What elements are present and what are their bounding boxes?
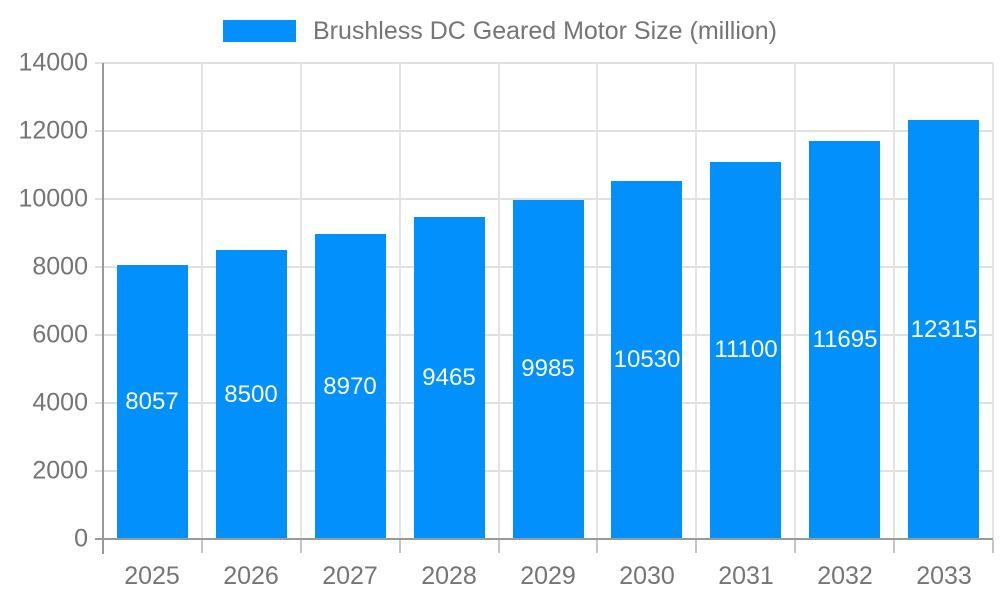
bar-value-label: 9985 <box>521 355 575 382</box>
y-axis-tick-label: 14000 <box>18 48 88 77</box>
gridline-vertical <box>992 63 994 539</box>
bar-2027 <box>315 234 386 539</box>
gridline-vertical <box>498 63 500 539</box>
x-axis-tick <box>498 540 500 553</box>
bar-2029 <box>513 200 584 539</box>
x-axis-tick-label: 2031 <box>718 562 774 590</box>
x-axis-tick-label: 2033 <box>916 562 972 590</box>
x-axis-tick <box>399 540 401 553</box>
y-axis-tick-label: 12000 <box>18 116 88 145</box>
x-axis-tick <box>992 540 994 553</box>
gridline-vertical <box>399 63 401 539</box>
gridline-vertical <box>695 63 697 539</box>
bar-2033 <box>908 120 979 539</box>
x-axis-tick <box>794 540 796 553</box>
gridline-horizontal <box>95 198 993 200</box>
x-axis-tick <box>300 540 302 553</box>
gridline-vertical <box>201 63 203 539</box>
gridline-vertical <box>596 63 598 539</box>
x-axis-tick-label: 2029 <box>520 562 576 590</box>
bar-value-label: 11100 <box>714 336 778 363</box>
legend[interactable]: Brushless DC Geared Motor Size (million) <box>0 16 1000 46</box>
y-axis-tick-label: 10000 <box>18 184 88 213</box>
gridline-horizontal <box>95 130 993 132</box>
y-axis-tick-label: 2000 <box>32 456 88 485</box>
bar-2032 <box>809 141 880 539</box>
legend-swatch <box>222 20 296 42</box>
x-axis-tick-label: 2027 <box>322 562 378 590</box>
bar-value-label: 10530 <box>613 346 681 373</box>
x-axis-tick-label: 2030 <box>619 562 675 590</box>
bar-2025 <box>117 265 188 539</box>
bar-value-label: 8500 <box>224 381 278 408</box>
gridline-vertical <box>794 63 796 539</box>
x-axis-tick <box>893 540 895 553</box>
bar-2031 <box>710 162 781 539</box>
gridline-vertical <box>893 63 895 539</box>
gridline-horizontal <box>95 62 993 64</box>
bar-value-label: 9465 <box>422 364 476 391</box>
bar-value-label: 12315 <box>910 316 978 343</box>
x-axis-tick <box>695 540 697 553</box>
x-axis-line <box>95 538 993 540</box>
y-axis-tick-label: 8000 <box>32 252 88 281</box>
gridline-vertical <box>300 63 302 539</box>
y-axis-tick-label: 4000 <box>32 388 88 417</box>
bar-2028 <box>414 217 485 539</box>
bar-value-label: 8970 <box>323 373 377 400</box>
x-axis-tick <box>596 540 598 553</box>
x-axis-tick-label: 2026 <box>223 562 279 590</box>
bar-value-label: 11695 <box>812 326 878 353</box>
y-axis-line <box>102 63 104 554</box>
legend-label: Brushless DC Geared Motor Size (million) <box>312 17 778 45</box>
x-axis-tick-label: 2025 <box>124 562 180 590</box>
x-axis-tick <box>201 540 203 553</box>
x-axis-tick-label: 2032 <box>817 562 873 590</box>
bar-value-label: 8057 <box>125 388 179 415</box>
bar-2030 <box>611 181 682 539</box>
y-axis-tick-label: 6000 <box>32 320 88 349</box>
x-axis-tick-label: 2028 <box>421 562 477 590</box>
y-axis-tick-label: 0 <box>74 524 88 553</box>
bar-2026 <box>216 250 287 539</box>
